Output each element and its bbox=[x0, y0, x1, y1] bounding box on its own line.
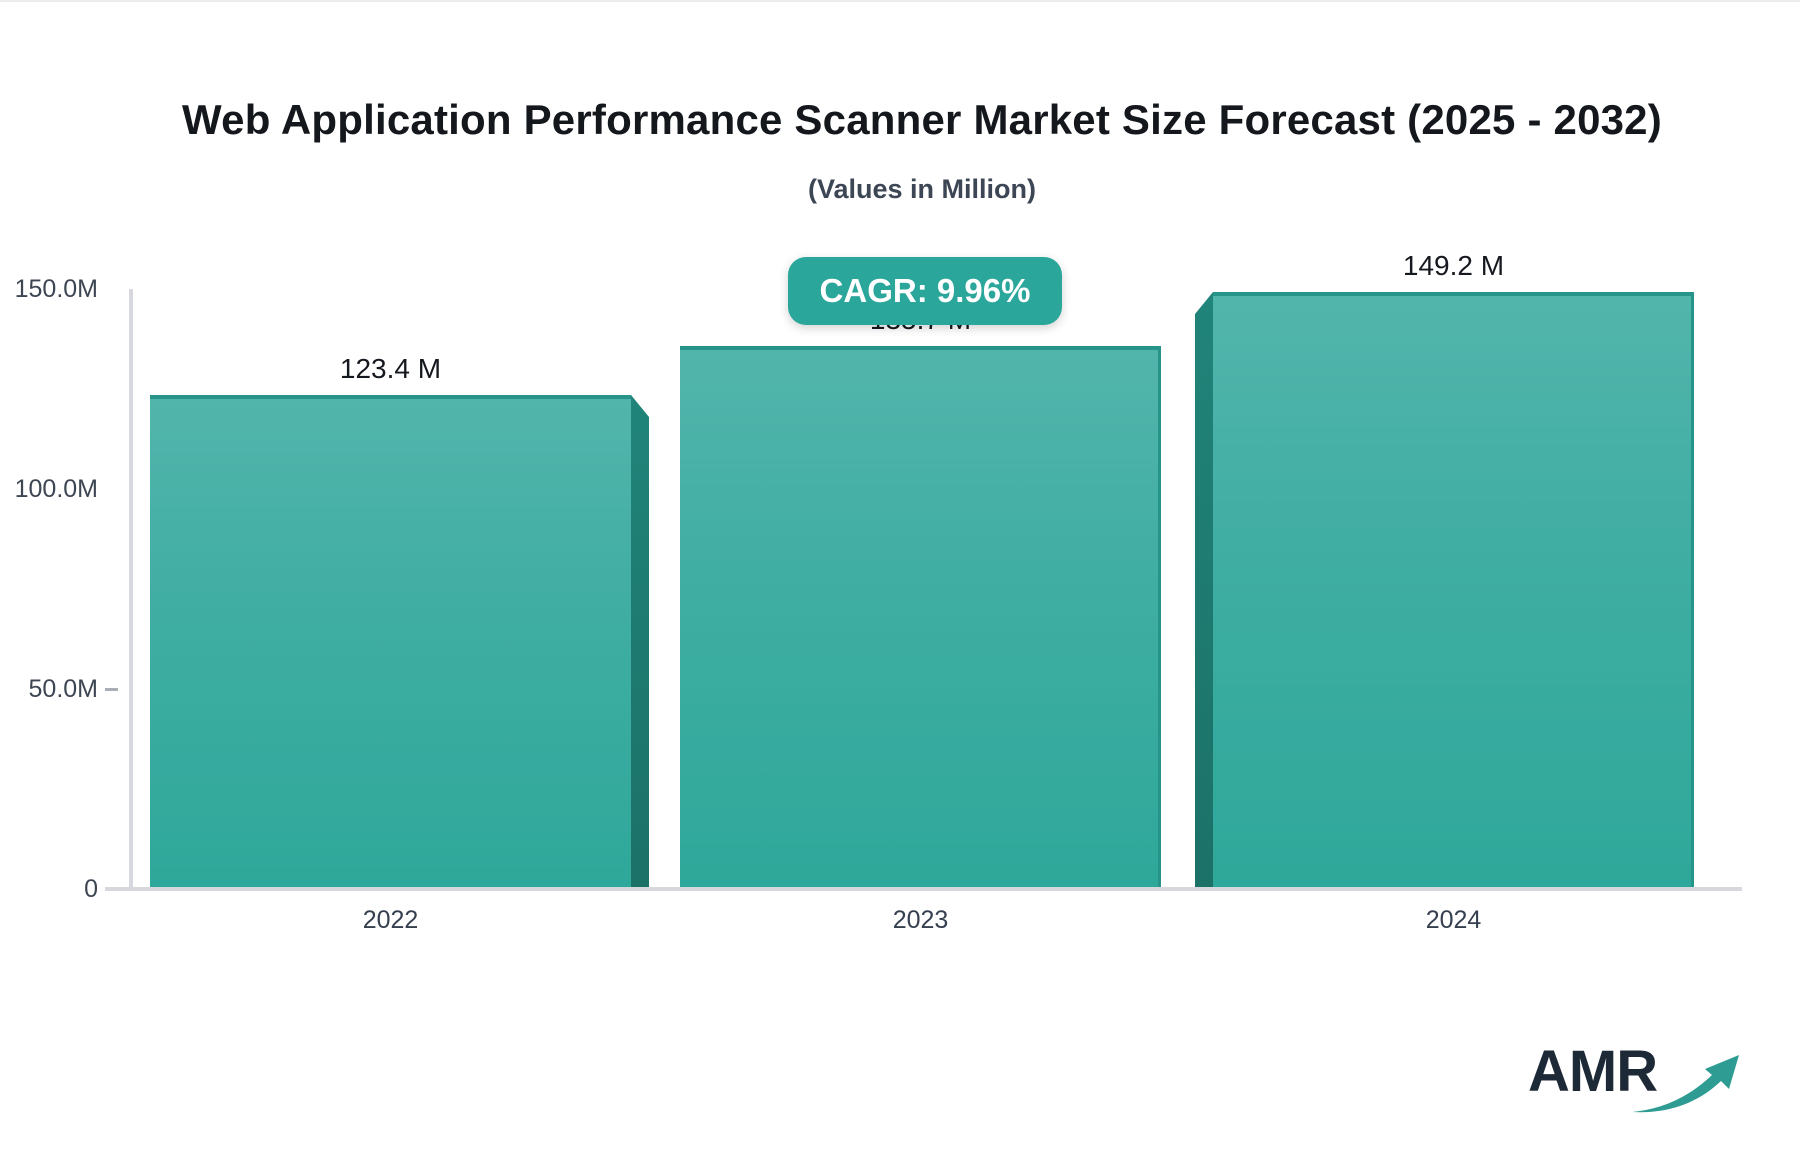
y-axis-tick-label: 150.0M bbox=[14, 275, 98, 303]
y-axis-tick-mark bbox=[105, 688, 118, 691]
y-axis-line bbox=[129, 289, 133, 891]
cagr-badge: CAGR: 9.96% bbox=[788, 257, 1062, 325]
y-axis-tick-label: 100.0M bbox=[14, 475, 98, 503]
amr-logo-text: AMR bbox=[1528, 1039, 1658, 1104]
bar-3d-side bbox=[631, 395, 649, 889]
x-axis-line bbox=[105, 887, 1742, 891]
bar-value-label: 149.2 M bbox=[1402, 250, 1505, 281]
y-axis-tick-label: 0 bbox=[84, 875, 98, 903]
bar-3d-side bbox=[1195, 292, 1213, 889]
bar-value-label: 123.4 M bbox=[339, 353, 442, 384]
x-axis-label: 2024 bbox=[1425, 906, 1482, 934]
bar-face bbox=[1213, 292, 1694, 889]
amr-logo: AMR bbox=[1520, 1034, 1750, 1124]
x-axis-label: 2023 bbox=[892, 906, 949, 934]
growth-arrow-icon bbox=[1632, 1055, 1739, 1113]
y-axis-tick-label: 50.0M bbox=[28, 675, 98, 703]
chart-title: Web Application Performance Scanner Mark… bbox=[182, 96, 1662, 143]
bar-face bbox=[150, 395, 631, 889]
bar-face bbox=[680, 346, 1161, 889]
chart-subtitle: (Values in Million) bbox=[807, 174, 1037, 204]
x-axis-label: 2022 bbox=[362, 906, 419, 934]
